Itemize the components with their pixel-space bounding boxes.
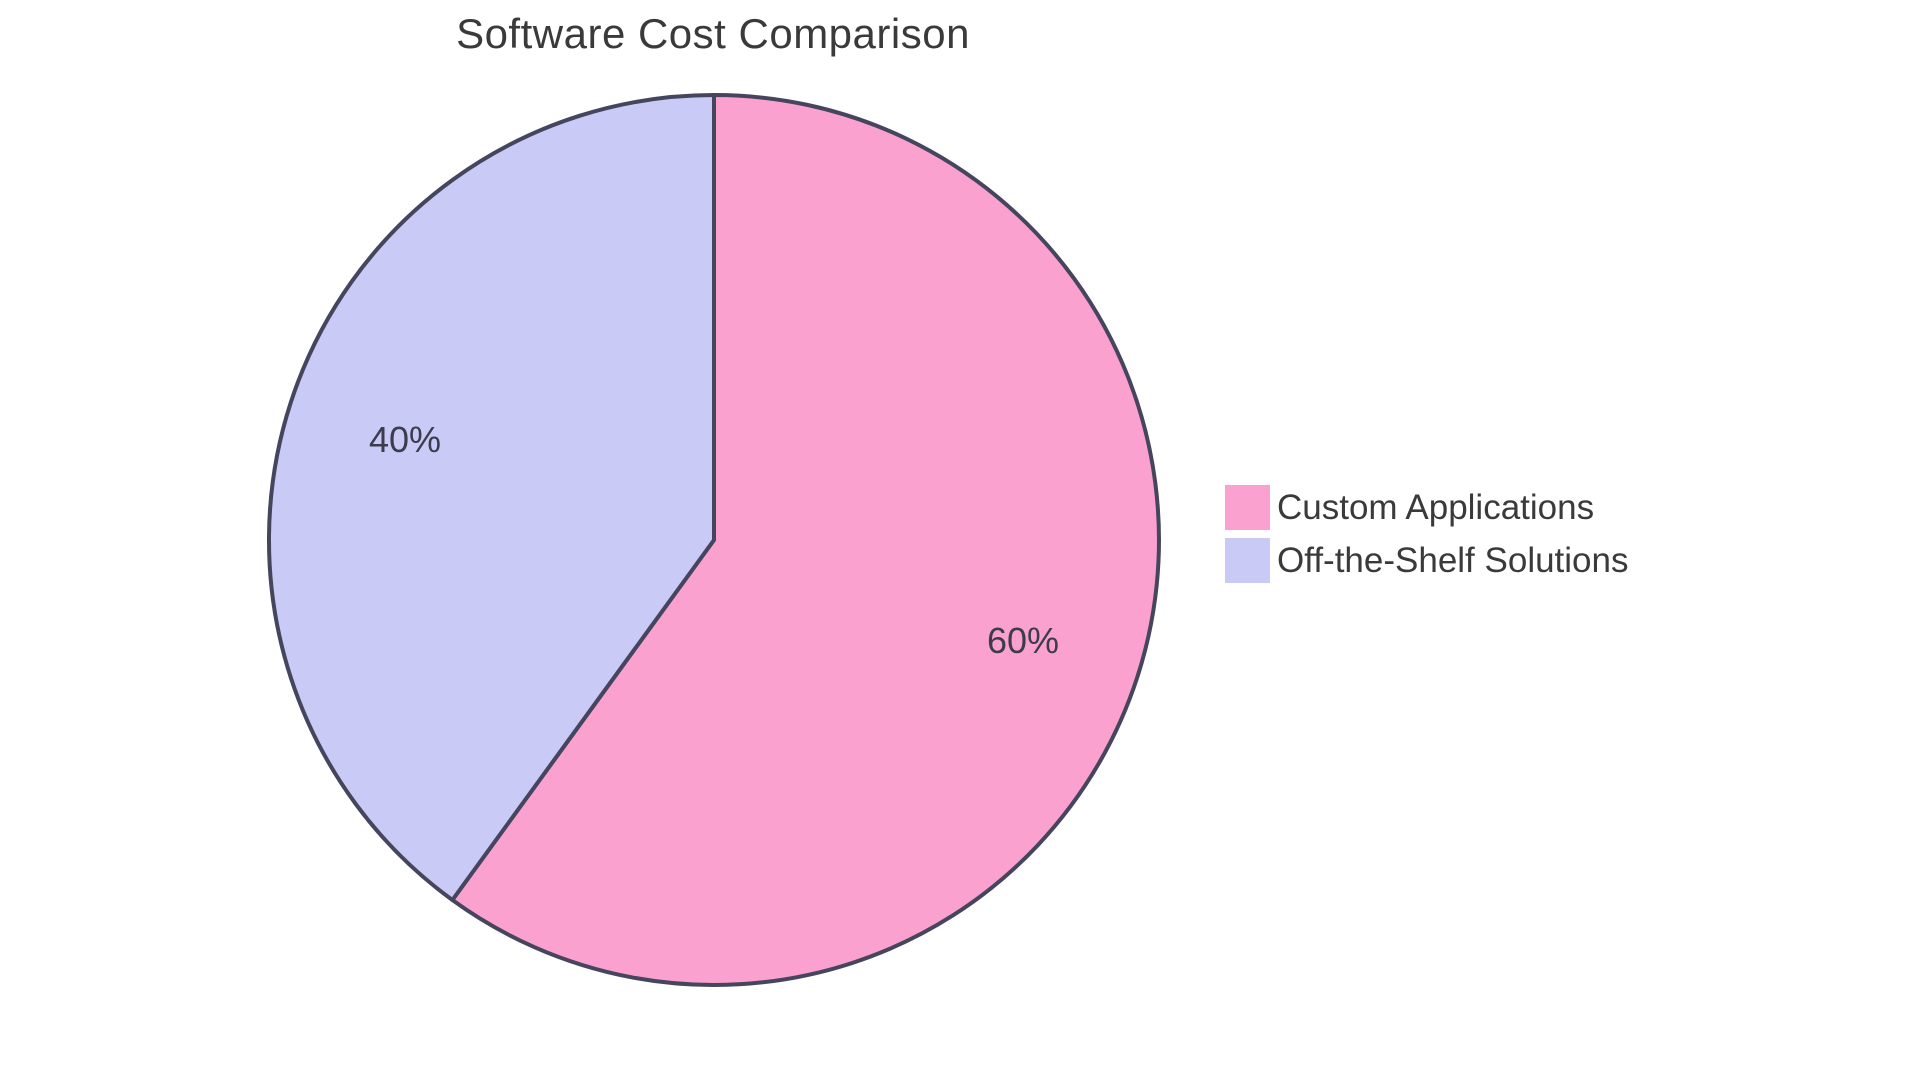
- legend: Custom Applications Off-the-Shelf Soluti…: [1225, 485, 1629, 583]
- pie-slice-off-the-shelf-solutions[interactable]: [266, 93, 716, 902]
- legend-item-custom-applications[interactable]: Custom Applications: [1225, 485, 1629, 530]
- slice-percent-label: 40%: [369, 419, 441, 460]
- pie-slice-custom-applications[interactable]: [450, 93, 1161, 987]
- legend-item-off-the-shelf-solutions[interactable]: Off-the-Shelf Solutions: [1225, 538, 1629, 583]
- legend-swatch-off-the-shelf-solutions: [1225, 538, 1270, 583]
- slice-percent-label: 60%: [987, 620, 1059, 661]
- legend-label-off-the-shelf-solutions: Off-the-Shelf Solutions: [1277, 541, 1629, 580]
- legend-swatch-custom-applications: [1225, 485, 1270, 530]
- legend-label-custom-applications: Custom Applications: [1277, 488, 1595, 527]
- chart-title: Software Cost Comparison: [456, 10, 970, 57]
